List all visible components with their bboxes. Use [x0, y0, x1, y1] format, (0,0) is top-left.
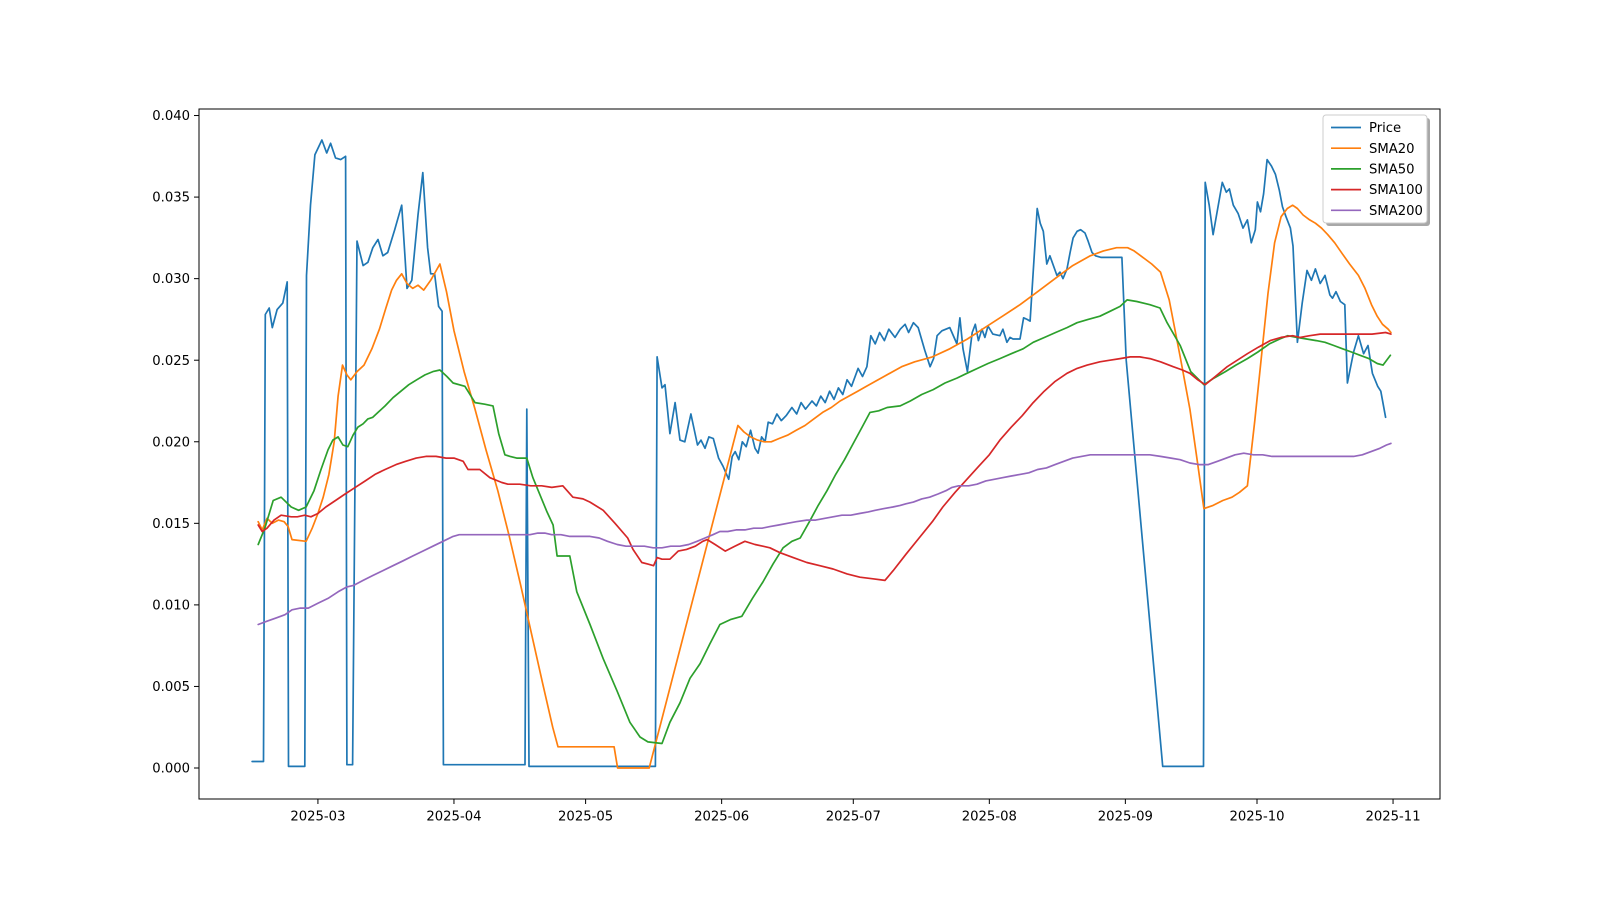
- legend-label-sma20: SMA20: [1369, 142, 1415, 157]
- series-line-sma20: [257, 204, 1392, 769]
- legend: Price SMA20 SMA50 SMA100 SMA200: [1322, 114, 1430, 226]
- series-line-sma100: [257, 331, 1392, 582]
- x-tick-label: 2025-03: [290, 810, 345, 825]
- x-tick-label: 2025-09: [1098, 810, 1153, 825]
- x-axis: 2025-03 2025-04 2025-05 2025-06 2025-07 2025-…: [290, 799, 1421, 825]
- y-tick-label: 0.035: [152, 191, 190, 206]
- x-tick-label: 2025-11: [1365, 810, 1420, 825]
- y-axis: 0.000 0.005 0.010 0.015 0.020 0.025 0.030 0.035…: [152, 109, 199, 777]
- x-tick-label: 2025-05: [558, 810, 613, 825]
- legend-label-price: Price: [1369, 121, 1401, 136]
- y-tick-label: 0.010: [152, 598, 190, 613]
- y-tick-label: 0.020: [152, 435, 190, 450]
- legend-box: [1322, 114, 1428, 224]
- legend-label-sma50: SMA50: [1369, 163, 1415, 178]
- series-group: [251, 139, 1392, 769]
- legend-label-sma200: SMA200: [1369, 204, 1423, 219]
- y-tick-label: 0.040: [152, 109, 190, 124]
- x-tick-label: 2025-04: [426, 810, 481, 825]
- x-tick-label: 2025-07: [826, 810, 881, 825]
- plot-border: [198, 108, 1441, 800]
- y-tick-label: 0.030: [152, 272, 190, 287]
- legend-label-sma100: SMA100: [1369, 183, 1423, 198]
- y-tick-label: 0.000: [152, 762, 190, 777]
- y-tick-label: 0.025: [152, 354, 190, 369]
- series-line-sma200: [257, 442, 1392, 626]
- x-tick-label: 2025-06: [694, 810, 749, 825]
- x-tick-label: 2025-10: [1229, 810, 1284, 825]
- y-tick-label: 0.015: [152, 517, 190, 532]
- series-line-price: [251, 139, 1387, 768]
- series-line-sma50: [257, 299, 1392, 745]
- x-tick-label: 2025-08: [962, 810, 1017, 825]
- y-tick-label: 0.005: [152, 680, 190, 695]
